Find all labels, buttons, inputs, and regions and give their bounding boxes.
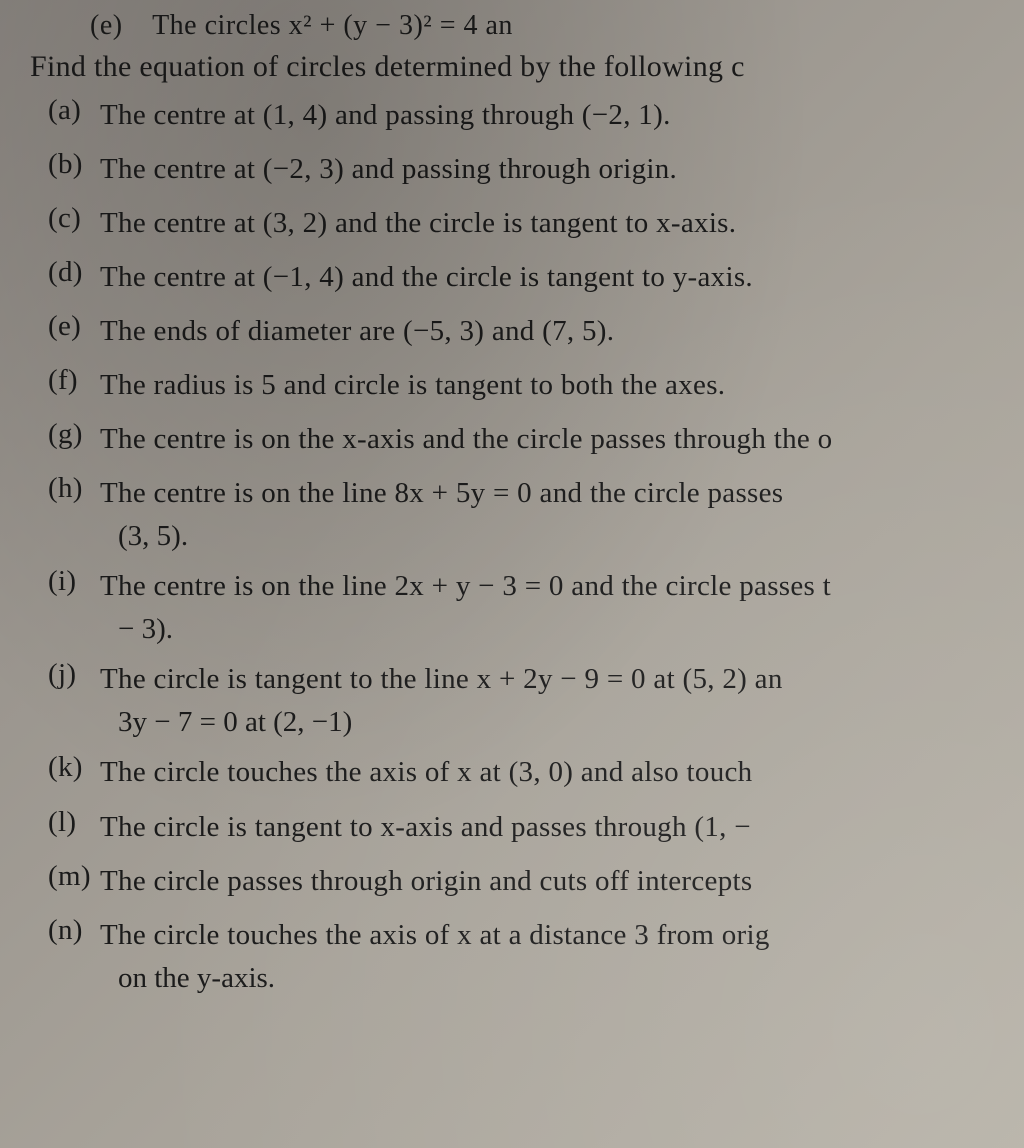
item-content: The centre at (1, 4) and passing through…: [100, 94, 1004, 136]
top-item-label: (e): [90, 10, 123, 41]
item-content: The ends of diameter are (−5, 3) and (7,…: [100, 310, 1004, 352]
item-n-sub: on the y-axis.: [118, 962, 1004, 995]
item-content: The circle passes through origin and cut…: [100, 860, 1004, 902]
item-e: (e) The ends of diameter are (−5, 3) and…: [30, 310, 1004, 352]
item-content: The circle is tangent to the line x + 2y…: [100, 658, 1004, 700]
item-k: (k) The circle touches the axis of x at …: [30, 751, 1004, 793]
item-content: The centre at (−1, 4) and the circle is …: [100, 256, 1004, 298]
item-j-sub: 3y − 7 = 0 at (2, −1): [118, 706, 1004, 739]
item-h-sub: (3, 5).: [118, 520, 1004, 553]
item-label: (f): [30, 364, 100, 406]
item-label: (b): [30, 148, 100, 190]
item-content: The centre is on the x-axis and the circ…: [100, 418, 1004, 460]
item-content: The centre at (3, 2) and the circle is t…: [100, 202, 1004, 244]
item-content: The centre is on the line 8x + 5y = 0 an…: [100, 472, 1004, 514]
item-l: (l) The circle is tangent to x-axis and …: [30, 806, 1004, 848]
item-j: (j) The circle is tangent to the line x …: [30, 658, 1004, 700]
item-content: The circle touches the axis of x at a di…: [100, 914, 1004, 956]
item-g: (g) The centre is on the x-axis and the …: [30, 418, 1004, 460]
item-label: (d): [30, 256, 100, 298]
item-label: (c): [30, 202, 100, 244]
item-i-sub: − 3).: [118, 613, 1004, 646]
intro-text: Find the equation of circles determined …: [30, 50, 1004, 84]
item-label: (m): [30, 860, 100, 902]
item-m: (m) The circle passes through origin and…: [30, 860, 1004, 902]
item-n: (n) The circle touches the axis of x at …: [30, 914, 1004, 956]
item-h: (h) The centre is on the line 8x + 5y = …: [30, 472, 1004, 514]
item-label: (n): [30, 914, 100, 956]
item-content: The centre at (−2, 3) and passing throug…: [100, 148, 1004, 190]
page-content: (e) The circles x² + (y − 3)² = 4 an Fin…: [30, 10, 1004, 995]
item-c: (c) The centre at (3, 2) and the circle …: [30, 202, 1004, 244]
item-d: (d) The centre at (−1, 4) and the circle…: [30, 256, 1004, 298]
item-content: The circle is tangent to x-axis and pass…: [100, 806, 1004, 848]
top-item: (e) The circles x² + (y − 3)² = 4 an: [90, 10, 1004, 42]
item-label: (e): [30, 310, 100, 352]
item-label: (h): [30, 472, 100, 514]
item-content: The circle touches the axis of x at (3, …: [100, 751, 1004, 793]
item-a: (a) The centre at (1, 4) and passing thr…: [30, 94, 1004, 136]
top-item-text: The circles x² + (y − 3)² = 4 an: [152, 10, 513, 41]
item-b: (b) The centre at (−2, 3) and passing th…: [30, 148, 1004, 190]
item-label: (g): [30, 418, 100, 460]
item-label: (j): [30, 658, 100, 700]
item-label: (a): [30, 94, 100, 136]
item-content: The centre is on the line 2x + y − 3 = 0…: [100, 565, 1004, 607]
item-label: (l): [30, 806, 100, 848]
item-i: (i) The centre is on the line 2x + y − 3…: [30, 565, 1004, 607]
item-label: (k): [30, 751, 100, 793]
item-content: The radius is 5 and circle is tangent to…: [100, 364, 1004, 406]
item-f: (f) The radius is 5 and circle is tangen…: [30, 364, 1004, 406]
item-label: (i): [30, 565, 100, 607]
